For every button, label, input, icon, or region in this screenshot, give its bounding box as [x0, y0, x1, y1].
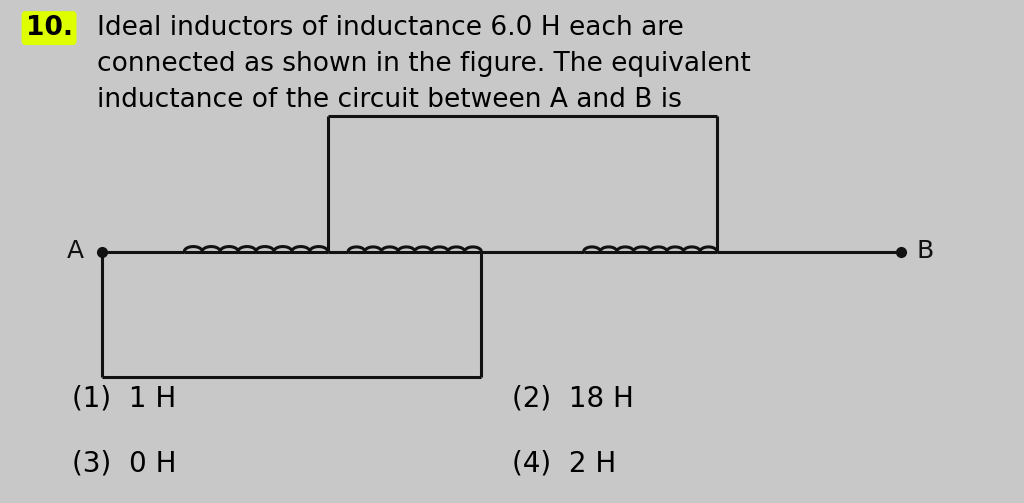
Text: (3)  0 H: (3) 0 H	[72, 450, 176, 478]
Text: (1)  1 H: (1) 1 H	[72, 384, 176, 412]
Text: (4)  2 H: (4) 2 H	[512, 450, 616, 478]
Text: Ideal inductors of inductance 6.0 H each are
connected as shown in the figure. T: Ideal inductors of inductance 6.0 H each…	[97, 15, 751, 113]
Text: B: B	[916, 239, 934, 264]
Text: A: A	[67, 239, 84, 264]
Text: 10.: 10.	[26, 15, 73, 41]
Text: (2)  18 H: (2) 18 H	[512, 384, 634, 412]
